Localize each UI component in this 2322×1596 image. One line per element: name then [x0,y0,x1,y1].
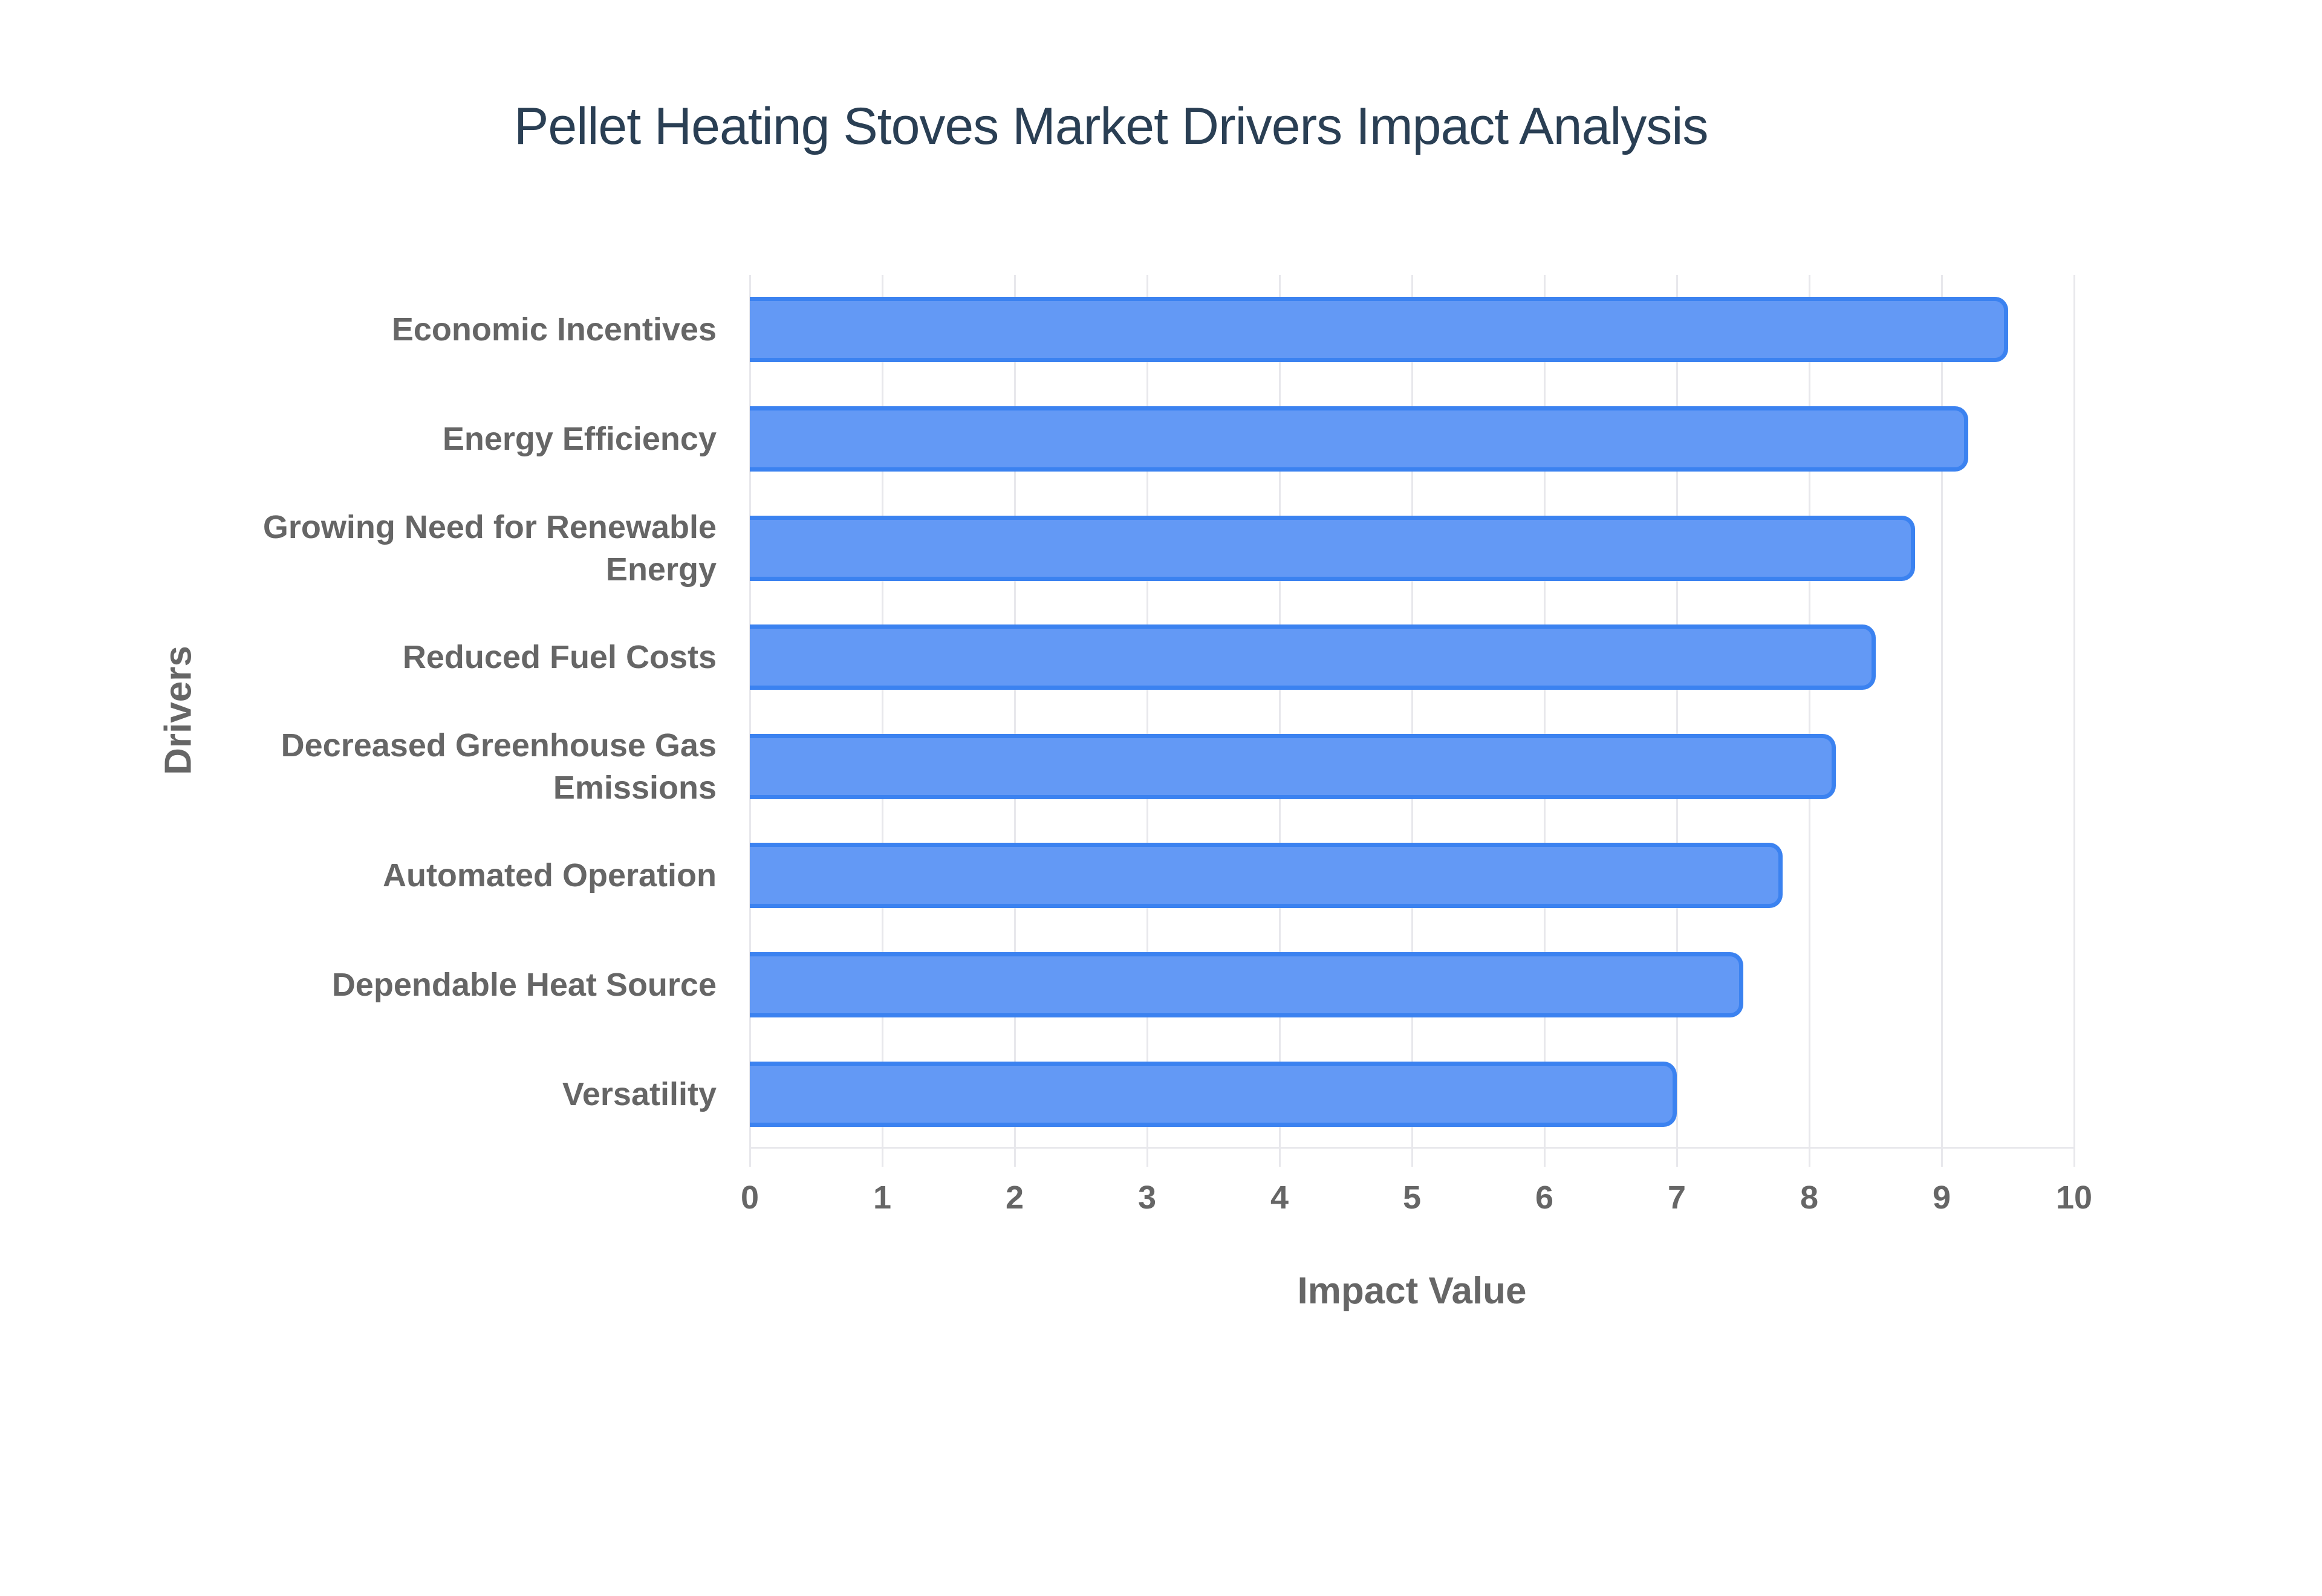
x-tick-label: 9 [1932,1179,1951,1216]
x-tick-label: 6 [1535,1179,1554,1216]
bar[interactable] [750,297,2008,363]
y-tick-label: Decreased Greenhouse Gas Emissions [281,727,717,806]
y-tick-label: Growing Need for Renewable Energy [262,508,717,588]
y-tick-label: Economic Incentives [391,311,717,348]
gridline [1941,275,1943,1149]
y-tick-label: Energy Efficiency [442,420,717,457]
x-tick-label: 2 [1005,1179,1024,1216]
x-axis-title: Impact Value [1297,1270,1527,1312]
bar[interactable] [750,624,1876,690]
chart-title: Pellet Heating Stoves Market Drivers Imp… [514,97,1709,155]
bar[interactable] [750,843,1783,909]
bar[interactable] [750,406,1968,472]
x-tick-label: 7 [1667,1179,1686,1216]
plot-area [749,275,2075,1167]
tick-mark [1146,1149,1148,1167]
tick-mark [1676,1149,1678,1167]
gridline [2073,275,2075,1149]
y-tick-label: Dependable Heat Source [331,967,717,1004]
tick-mark [1279,1149,1281,1167]
x-tick-label: 1 [873,1179,892,1216]
gridline [1544,275,1546,1149]
gridline [1014,275,1016,1149]
tick-mark [2073,1149,2075,1167]
tick-mark [1411,1149,1413,1167]
gridline [1411,275,1413,1149]
tick-mark [882,1149,883,1167]
gridline [1676,275,1678,1149]
x-tick-label: 3 [1137,1179,1157,1216]
bar[interactable] [750,733,1836,799]
x-tick-label: 4 [1270,1179,1289,1216]
y-tick-label: Versatility [562,1075,717,1112]
bar[interactable] [750,515,1916,581]
x-tick-label: 10 [2055,1179,2093,1216]
tick-mark [749,1149,751,1167]
y-tick-label: Automated Operation [382,857,717,894]
gridline [1809,275,1810,1149]
y-tick-label: Reduced Fuel Costs [402,639,717,676]
bar[interactable] [750,1061,1677,1127]
tick-mark [1014,1149,1016,1167]
tick-mark [1809,1149,1810,1167]
gridline [882,275,883,1149]
x-tick-label: 5 [1402,1179,1422,1216]
bar[interactable] [750,952,1743,1018]
gridline [1279,275,1281,1149]
gridline [749,275,751,1149]
x-tick-label: 0 [740,1179,759,1216]
y-axis-title: Drivers [157,646,200,775]
x-tick-label: 8 [1800,1179,1819,1216]
tick-mark [1941,1149,1943,1167]
gridline [1146,275,1148,1149]
tick-mark [1544,1149,1546,1167]
